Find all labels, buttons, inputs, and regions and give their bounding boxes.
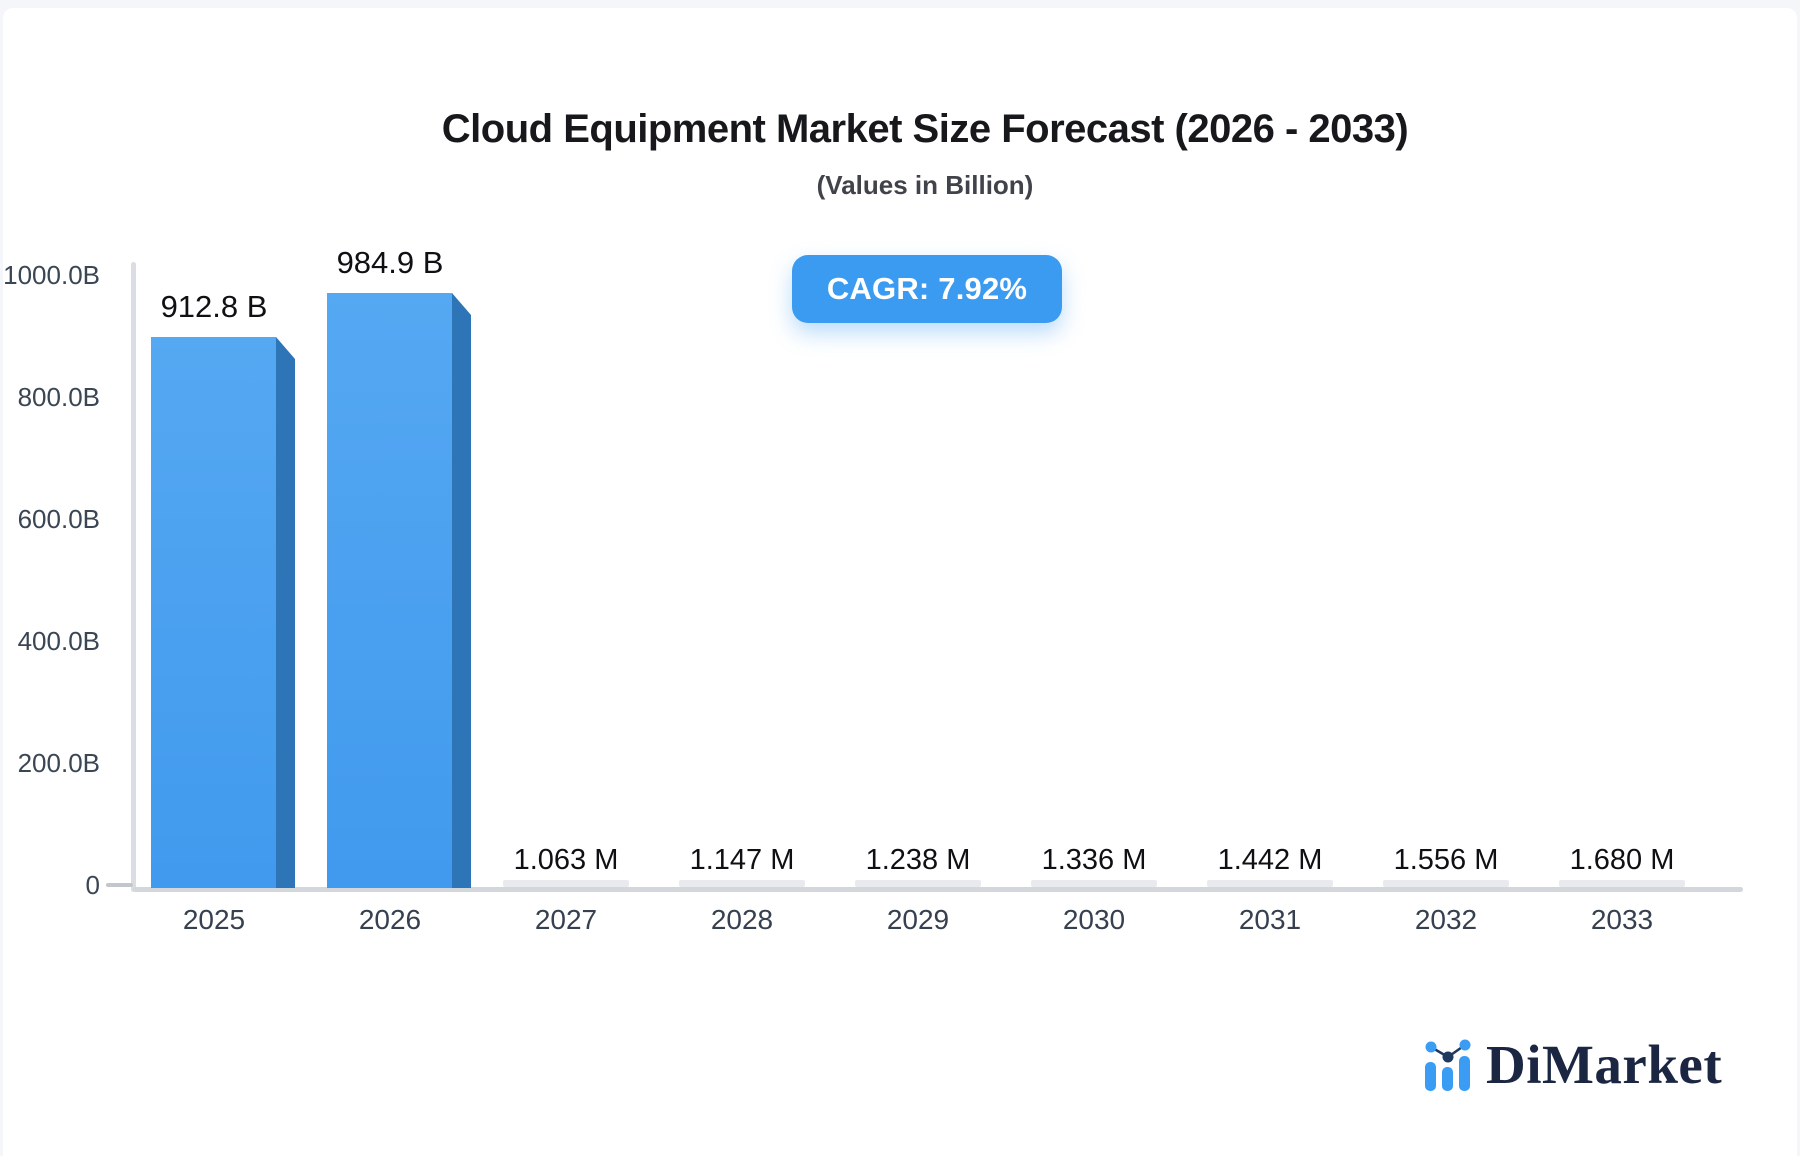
cagr-badge-label: CAGR: 7.92% <box>826 271 1028 306</box>
bar-value-label: 1.336 M <box>1041 844 1147 876</box>
bar-value-label: 1.147 M <box>689 844 795 876</box>
chart-subtitle: (Values in Billion) <box>816 170 1034 200</box>
bar-2032[interactable] <box>1383 880 1509 887</box>
y-axis-tick-label: 400.0B <box>17 626 100 656</box>
bar-value-label: 1.238 M <box>865 844 971 876</box>
zero-tick-mark <box>106 883 133 887</box>
bar-value-label: 1.442 M <box>1217 844 1323 876</box>
x-axis-label-2028: 2028 <box>710 904 774 935</box>
dimarket-logo-text: DiMarket <box>1486 1034 1723 1095</box>
bar-value-label: 912.8 B <box>160 289 268 324</box>
bar-2025[interactable] <box>151 337 295 888</box>
bar-value-label: 984.9 B <box>336 245 444 280</box>
x-axis-label-2029: 2029 <box>886 904 950 935</box>
y-axis-line <box>131 262 136 892</box>
bar-2029[interactable] <box>855 880 981 887</box>
chart-title: Cloud Equipment Market Size Forecast (20… <box>441 107 1409 151</box>
x-axis-label-2027: 2027 <box>534 904 598 935</box>
y-axis-tick-label: 200.0B <box>17 748 100 778</box>
x-axis-baseline <box>133 887 1743 892</box>
bar-2033[interactable] <box>1559 880 1685 887</box>
bar-value-label: 1.063 M <box>513 844 619 876</box>
bar-2030[interactable] <box>1031 880 1157 887</box>
x-axis-label-2031: 2031 <box>1238 904 1302 935</box>
bar-2027[interactable] <box>503 880 629 887</box>
bar-value-label: 1.556 M <box>1393 844 1499 876</box>
x-axis-label-2026: 2026 <box>358 904 422 935</box>
x-axis-label-2033: 2033 <box>1590 904 1654 935</box>
cagr-badge: CAGR: 7.92% <box>792 255 1062 323</box>
bar-2031[interactable] <box>1207 880 1333 887</box>
dimarket-logo: DiMarket <box>1424 1036 1722 1094</box>
dimarket-logo-icon <box>1425 1039 1471 1091</box>
chart-card <box>3 8 1797 1156</box>
y-axis-tick-label: 800.0B <box>17 382 100 412</box>
x-axis-label-2030: 2030 <box>1062 904 1126 935</box>
x-axis-label-2025: 2025 <box>182 904 246 935</box>
x-axis-label-2032: 2032 <box>1414 904 1478 935</box>
bar-value-label: 1.680 M <box>1569 844 1675 876</box>
y-axis-tick-label: 1000.0B <box>3 260 100 290</box>
bar-2026[interactable] <box>327 293 471 888</box>
bar-2028[interactable] <box>679 880 805 887</box>
y-axis-tick-label: 600.0B <box>17 504 100 534</box>
y-axis-tick-label: 0 <box>85 870 100 900</box>
